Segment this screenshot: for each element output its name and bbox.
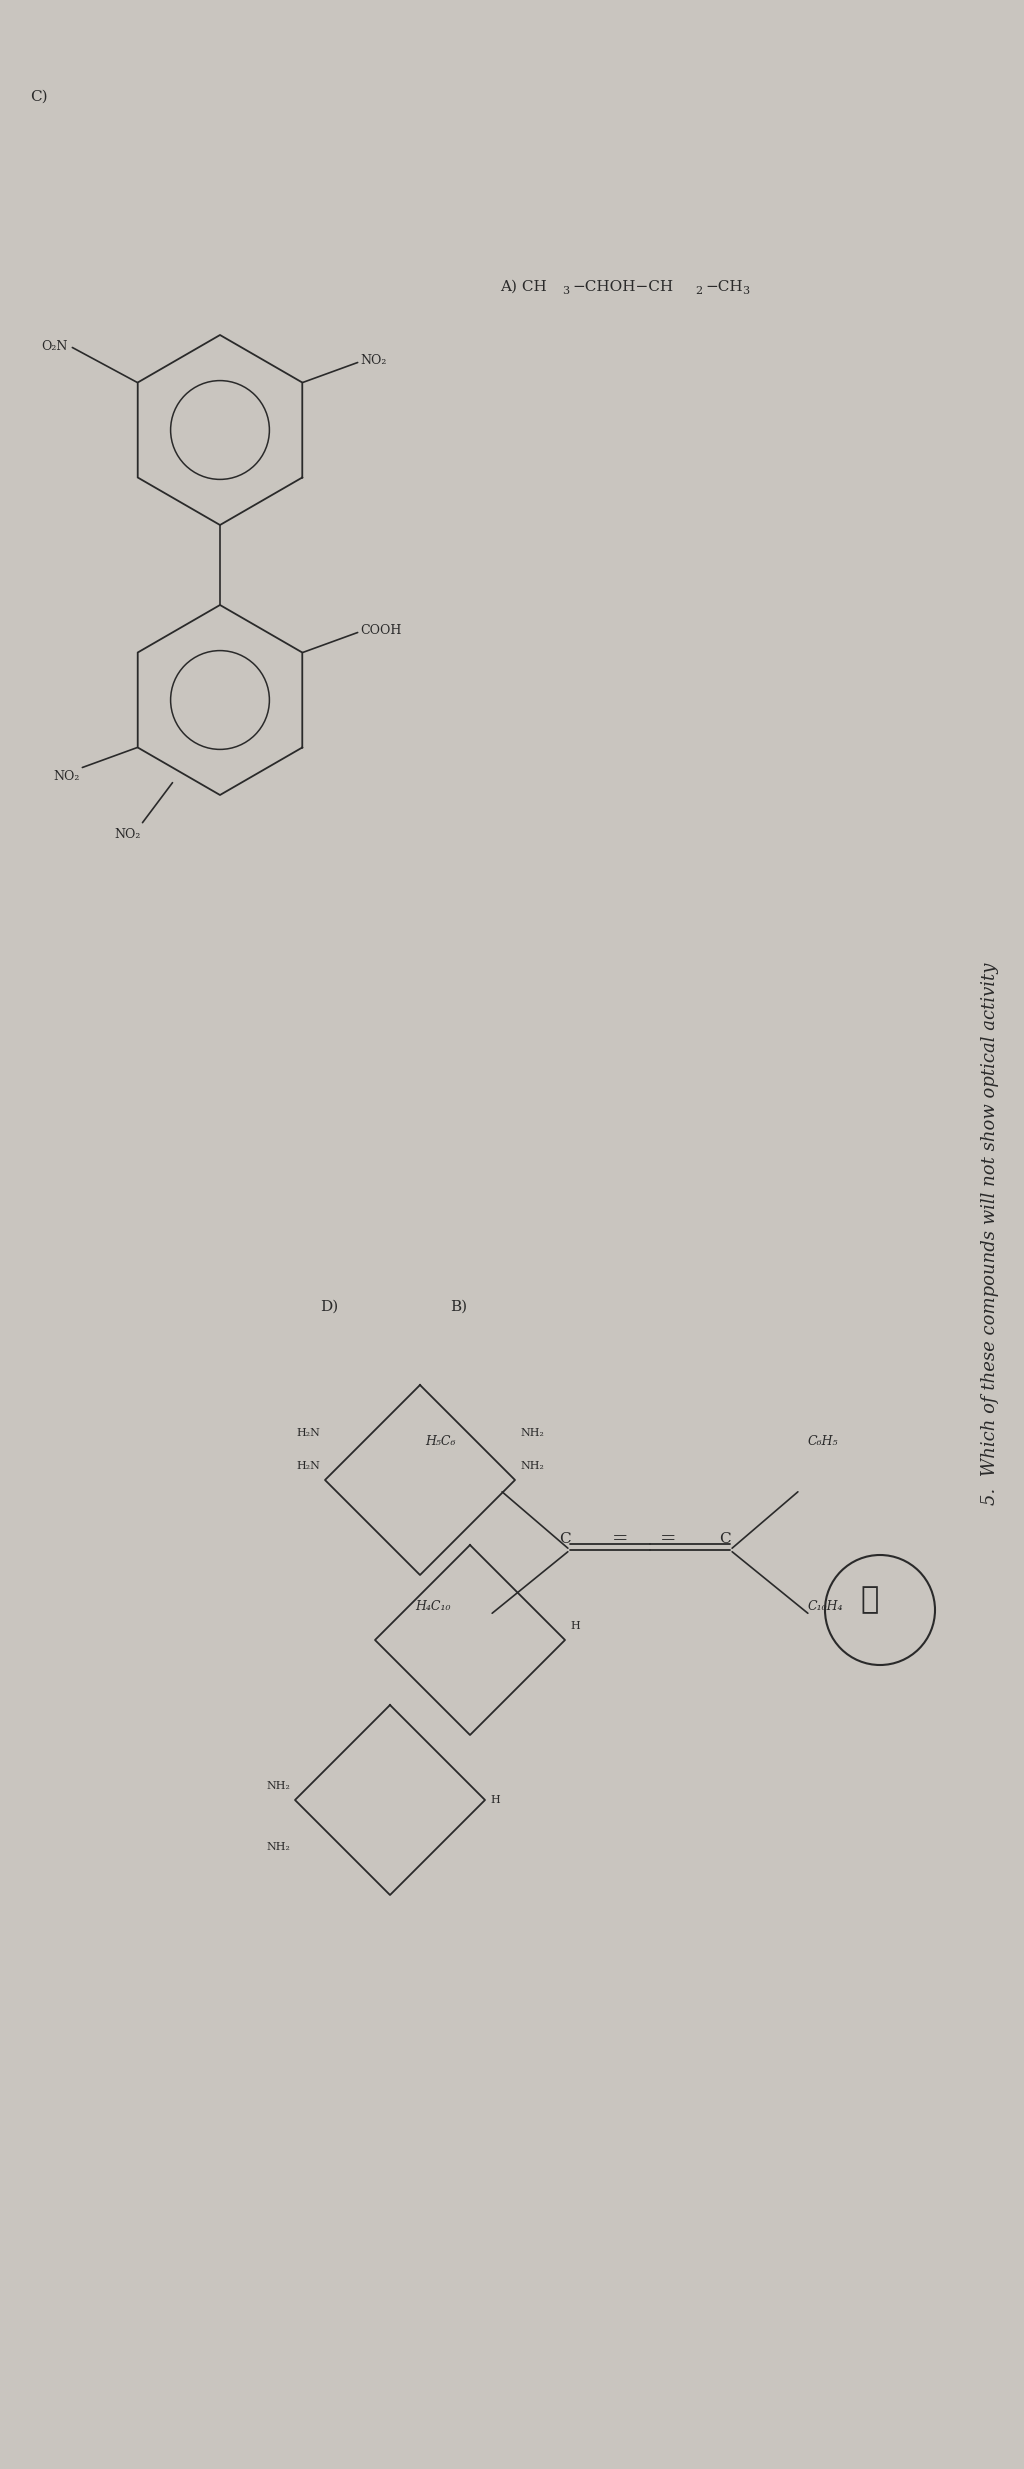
Text: C: C xyxy=(719,1531,731,1546)
Text: COOH: COOH xyxy=(360,625,402,637)
Text: C₁₀H₄: C₁₀H₄ xyxy=(808,1600,844,1612)
Text: ✓: ✓ xyxy=(861,1585,880,1615)
Text: C): C) xyxy=(30,89,48,104)
Text: C: C xyxy=(559,1531,570,1546)
Text: NH₂: NH₂ xyxy=(520,1427,544,1437)
Text: B): B) xyxy=(450,1301,467,1314)
Text: 5.  Which of these compounds will not show optical activity: 5. Which of these compounds will not sho… xyxy=(981,963,999,1506)
Text: D): D) xyxy=(319,1301,338,1314)
Text: H₅C₆: H₅C₆ xyxy=(425,1434,456,1447)
Text: 3: 3 xyxy=(742,286,750,296)
Text: C₆H₅: C₆H₅ xyxy=(808,1434,839,1447)
Text: 2: 2 xyxy=(695,286,702,296)
Text: H₂N: H₂N xyxy=(296,1427,319,1437)
Text: H₄C₁₀: H₄C₁₀ xyxy=(415,1600,451,1612)
Text: NH₂: NH₂ xyxy=(266,1842,290,1852)
Text: NH₂: NH₂ xyxy=(266,1780,290,1790)
Text: NO₂: NO₂ xyxy=(53,770,79,783)
Text: H: H xyxy=(570,1622,580,1632)
Text: NH₂: NH₂ xyxy=(520,1462,544,1472)
Text: NO₂: NO₂ xyxy=(360,356,387,368)
Text: =: = xyxy=(659,1531,676,1548)
Text: H: H xyxy=(490,1795,500,1805)
Text: 3: 3 xyxy=(562,286,569,296)
Text: NO₂: NO₂ xyxy=(114,827,140,839)
Text: =: = xyxy=(611,1531,629,1548)
Text: O₂N: O₂N xyxy=(41,341,68,353)
Text: −CHOH−CH: −CHOH−CH xyxy=(572,279,673,294)
Text: H₂N: H₂N xyxy=(296,1462,319,1472)
Text: A) CH: A) CH xyxy=(500,279,547,294)
Text: −CH: −CH xyxy=(705,279,742,294)
